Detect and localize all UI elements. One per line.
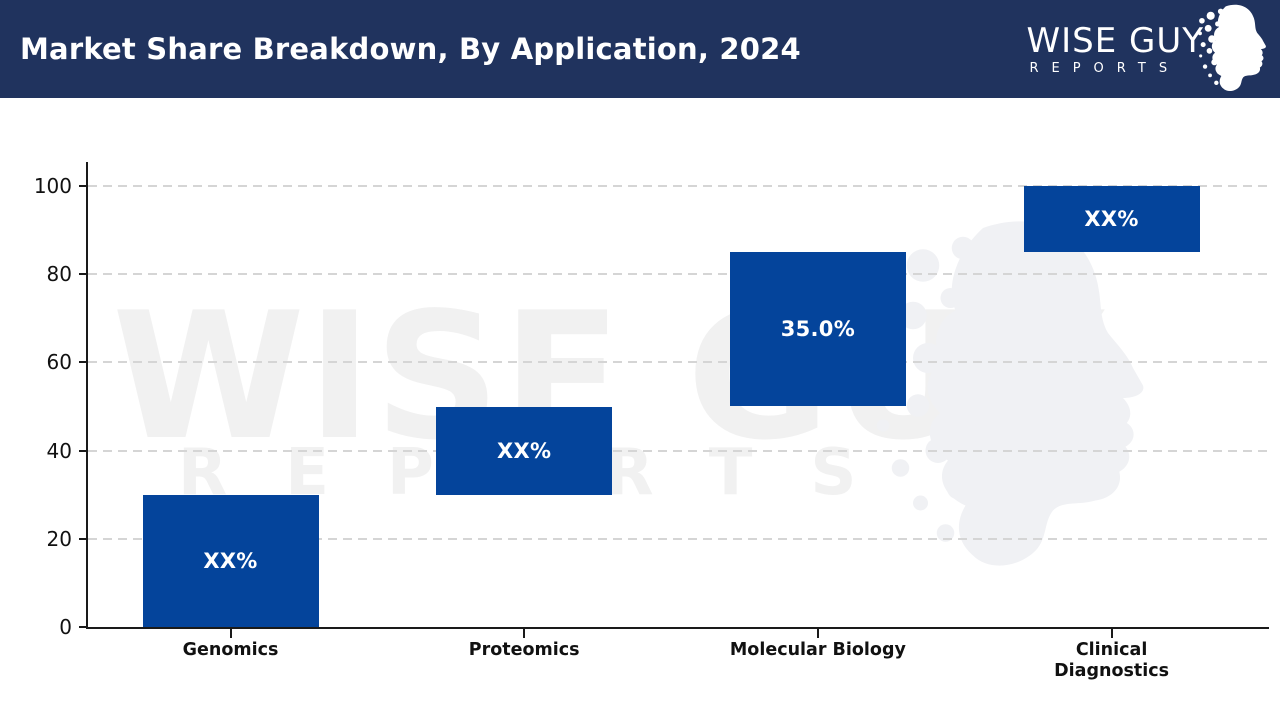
y-tick-label-100: 100 — [33, 174, 72, 198]
gridline-100 — [88, 185, 1268, 187]
page-title: Market Share Breakdown, By Application, … — [20, 32, 801, 66]
gridline-60 — [88, 361, 1268, 364]
chart-area: WISE GUY REPORTS 020406080100XX%Genomics… — [0, 98, 1280, 720]
bar-value-label-clinical-diagnostics: XX% — [1084, 207, 1139, 232]
bar-clinical-diagnostics: XX% — [1023, 186, 1200, 253]
bar-value-label-molecular-biology: 35.0% — [780, 317, 856, 342]
category-label-molecular-biology: Molecular Biology — [729, 640, 906, 660]
x-tick-genomics — [229, 629, 232, 638]
y-tick-40 — [79, 449, 87, 452]
wise-guy-logo: WISE GUY REPORTS — [1026, 2, 1280, 96]
logo-name: WISE GUY — [1026, 20, 1204, 61]
y-tick-20 — [79, 537, 87, 540]
category-label-proteomics: Proteomics — [468, 640, 580, 660]
y-tick-100 — [79, 185, 87, 187]
y-tick-label-60: 60 — [46, 350, 72, 375]
header-bar: Market Share Breakdown, By Application, … — [0, 0, 1280, 98]
bar-genomics: XX% — [142, 494, 319, 627]
y-tick-80 — [79, 273, 87, 276]
bar-molecular-biology: 35.0% — [729, 252, 906, 407]
category-label-clinical-diagnostics: Clinical Diagnostics — [1054, 640, 1170, 681]
y-tick-label-40: 40 — [46, 438, 72, 463]
plot: 0 20 40 60 80 100 XX% Genomics XX% Proteomics 35.0… — [0, 98, 1280, 720]
y-tick-label-20: 20 — [46, 526, 72, 551]
bar-proteomics: XX% — [436, 406, 613, 495]
logo-text: WISE GUY REPORTS — [1026, 24, 1204, 75]
y-tick-label-80: 80 — [46, 262, 72, 287]
bar-value-label-proteomics: XX% — [497, 438, 552, 463]
y-tick-0 — [79, 626, 87, 628]
x-tick-clinical-diagnostics — [1110, 629, 1113, 638]
gridline-20 — [88, 537, 1268, 540]
y-axis-line — [86, 162, 88, 629]
logo-face-icon — [1198, 4, 1266, 92]
gridline-40 — [88, 449, 1268, 452]
x-tick-molecular-biology — [816, 629, 819, 638]
y-tick-label-0: 0 — [59, 615, 72, 639]
bar-value-label-genomics: XX% — [203, 548, 258, 573]
x-tick-proteomics — [523, 629, 526, 638]
y-tick-60 — [79, 361, 87, 364]
logo-tagline: REPORTS — [1029, 60, 1181, 76]
x-axis-line — [86, 627, 1269, 629]
category-label-genomics: Genomics — [182, 640, 279, 660]
gridline-80 — [88, 273, 1268, 276]
